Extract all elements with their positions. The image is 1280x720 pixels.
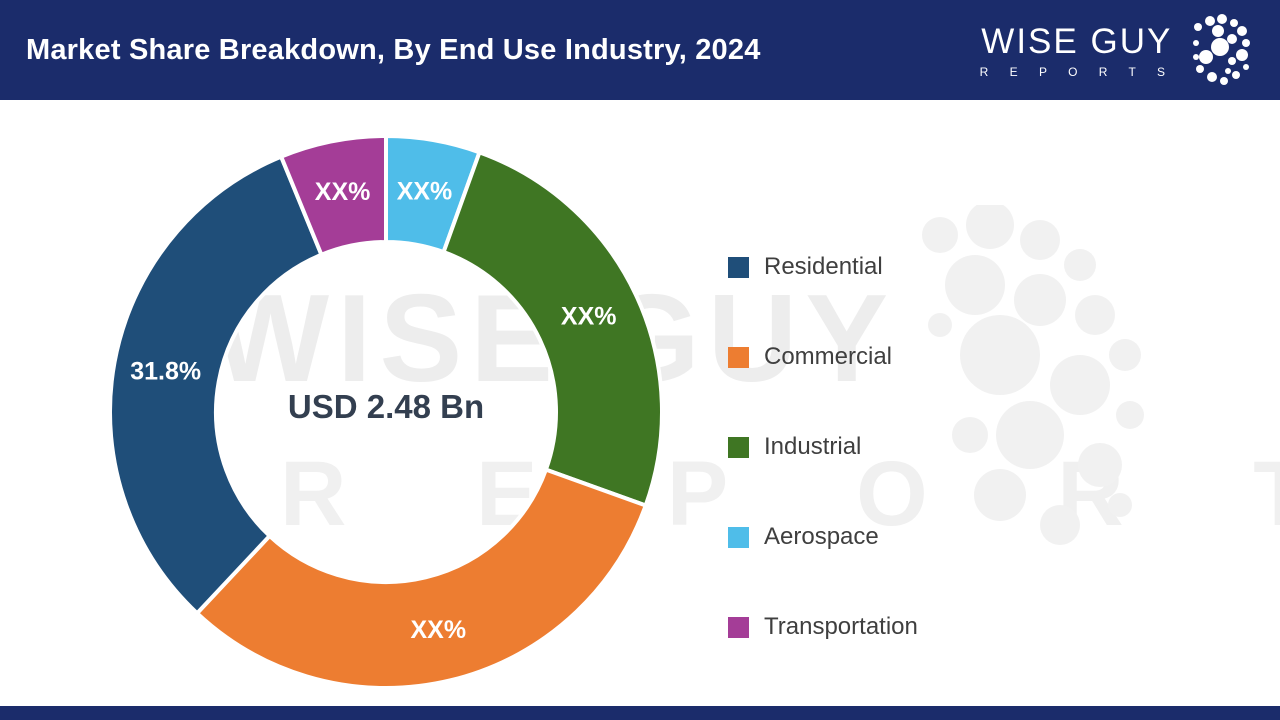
footer-bar: [0, 706, 1280, 720]
brand-logo-text: WISE GUY R E P O R T S: [980, 22, 1174, 79]
brand-logo: WISE GUY R E P O R T S: [980, 13, 1254, 87]
brand-subtitle: R E P O R T S: [979, 64, 1174, 79]
brand-head-icon: [1193, 14, 1250, 85]
legend-item-commercial: Commercial: [728, 340, 918, 374]
segment-value-label-residential: 31.8%: [130, 357, 201, 385]
legend-label-commercial: Commercial: [764, 343, 893, 370]
segment-value-label-commercial: XX%: [411, 616, 467, 644]
donut-segment-industrial: [441, 150, 664, 508]
legend-swatch-transportation: [728, 616, 749, 638]
page-title: Market Share Breakdown, By End Use Indus…: [26, 33, 761, 66]
header: Market Share Breakdown, By End Use Indus…: [0, 0, 1280, 100]
legend-label-residential: Residential: [764, 253, 883, 280]
legend-item-residential: Residential: [728, 250, 918, 284]
legend-swatch-residential: [728, 256, 749, 278]
legend-swatch-industrial: [728, 436, 749, 458]
legend-item-aerospace: Aerospace: [728, 520, 918, 554]
donut-segment-transportation: [279, 134, 388, 257]
segment-value-label-aerospace: XX%: [397, 177, 453, 205]
legend-label-industrial: Industrial: [764, 433, 862, 460]
watermark-head-graphic: [922, 205, 1144, 545]
legend-item-industrial: Industrial: [728, 430, 918, 464]
legend-swatch-aerospace: [728, 526, 749, 548]
brand-name: WISE GUY: [981, 21, 1173, 61]
segment-value-label-transportation: XX%: [315, 178, 371, 206]
segment-value-label-industrial: XX%: [561, 303, 617, 331]
legend-swatch-commercial: [728, 346, 749, 368]
chart-legend: Residential Commercial Industrial Aerosp…: [728, 250, 918, 700]
legend-label-aerospace: Aerospace: [764, 523, 879, 550]
legend-item-transportation: Transportation: [728, 610, 918, 644]
donut-segment-commercial: [195, 467, 648, 690]
donut-segment-residential: [108, 154, 324, 616]
chart-center-value: USD 2.48 Bn: [287, 388, 485, 425]
donut-chart: XX% XX% XX% 31.8% XX%: [108, 134, 664, 690]
legend-label-transportation: Transportation: [764, 613, 918, 640]
